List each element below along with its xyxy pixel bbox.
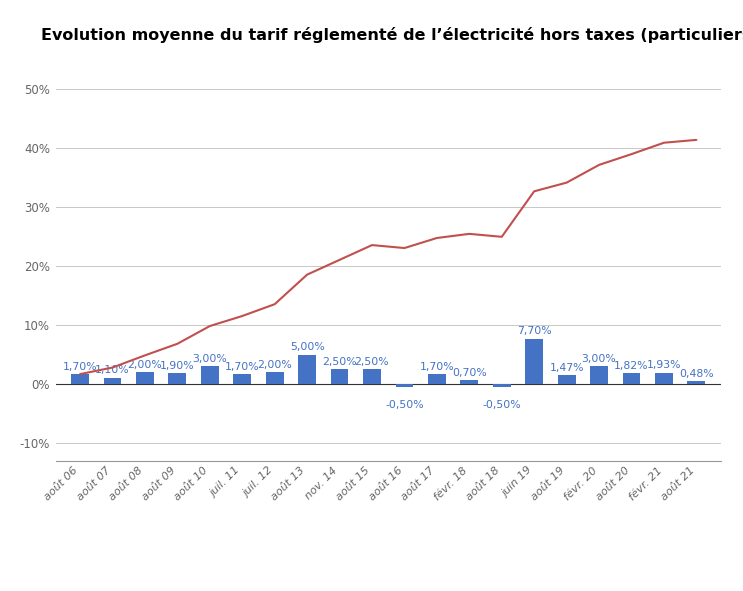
Text: 1,47%: 1,47% [549, 363, 584, 373]
Augmentation HT cumulée depuis 2006 [594, 161, 603, 168]
Text: 1,90%: 1,90% [160, 361, 195, 371]
Line: Augmentation HT cumulée depuis 2006: Augmentation HT cumulée depuis 2006 [80, 140, 696, 374]
Augmentation HT cumulée depuis 2006 [465, 230, 474, 238]
Bar [428, 374, 446, 384]
Text: 3,00%: 3,00% [582, 354, 617, 364]
Bar [558, 375, 576, 384]
Bar [201, 366, 218, 384]
Augmentation HT cumulée depuis 2006 [76, 371, 85, 378]
Augmentation HT cumulée depuis 2006 [238, 313, 247, 320]
Text: -0,50%: -0,50% [482, 400, 521, 410]
Augmentation HT cumulée depuis 2006 [530, 188, 539, 195]
Text: 2,00%: 2,00% [257, 360, 292, 370]
Text: 0,70%: 0,70% [452, 368, 487, 378]
Bar [493, 384, 510, 387]
Augmentation HT cumulée depuis 2006 [562, 179, 571, 186]
Text: 3,00%: 3,00% [192, 354, 227, 364]
Bar [655, 373, 673, 384]
Bar [590, 366, 608, 384]
Bar [525, 339, 543, 384]
Augmentation HT cumulée depuis 2006 [173, 340, 182, 348]
Text: 2,00%: 2,00% [128, 360, 162, 370]
Augmentation HT cumulée depuis 2006 [108, 364, 117, 371]
Augmentation HT cumulée depuis 2006 [140, 352, 149, 359]
Bar [169, 373, 186, 384]
Text: 1,70%: 1,70% [225, 362, 259, 372]
Augmentation HT cumulée depuis 2006 [627, 151, 636, 158]
Text: 5,00%: 5,00% [290, 342, 325, 352]
Augmentation HT cumulée depuis 2006 [400, 245, 409, 252]
Bar [623, 374, 640, 384]
Augmentation HT cumulée depuis 2006 [335, 256, 344, 264]
Augmentation HT cumulée depuis 2006 [270, 301, 279, 308]
Bar [461, 380, 478, 384]
Text: Evolution moyenne du tarif réglementé de l’électricité hors taxes (particuliers): Evolution moyenne du tarif réglementé de… [41, 27, 743, 43]
Augmentation HT cumulée depuis 2006 [302, 271, 311, 278]
Text: 1,70%: 1,70% [420, 362, 454, 372]
Bar [136, 372, 154, 384]
Augmentation HT cumulée depuis 2006 [432, 235, 441, 242]
Bar [363, 369, 381, 384]
Text: 2,50%: 2,50% [322, 357, 357, 367]
Bar [395, 384, 413, 387]
Bar [233, 374, 251, 384]
Augmentation HT cumulée depuis 2006 [205, 323, 214, 330]
Bar [103, 378, 121, 384]
Augmentation HT cumulée depuis 2006 [497, 233, 506, 241]
Bar [71, 374, 89, 384]
Text: 1,10%: 1,10% [95, 365, 130, 375]
Text: 0,48%: 0,48% [679, 369, 714, 379]
Augmentation HT cumulée depuis 2006 [368, 242, 377, 249]
Text: 2,50%: 2,50% [354, 357, 389, 367]
Bar [687, 381, 705, 384]
Bar [331, 369, 348, 384]
Text: 1,82%: 1,82% [614, 361, 649, 371]
Text: -0,50%: -0,50% [385, 400, 424, 410]
Text: 1,93%: 1,93% [646, 361, 681, 371]
Bar [298, 355, 316, 384]
Augmentation HT cumulée depuis 2006 [660, 139, 669, 147]
Text: 1,70%: 1,70% [62, 362, 97, 372]
Augmentation HT cumulée depuis 2006 [692, 137, 701, 144]
Text: 7,70%: 7,70% [517, 326, 551, 336]
Bar [266, 372, 284, 384]
